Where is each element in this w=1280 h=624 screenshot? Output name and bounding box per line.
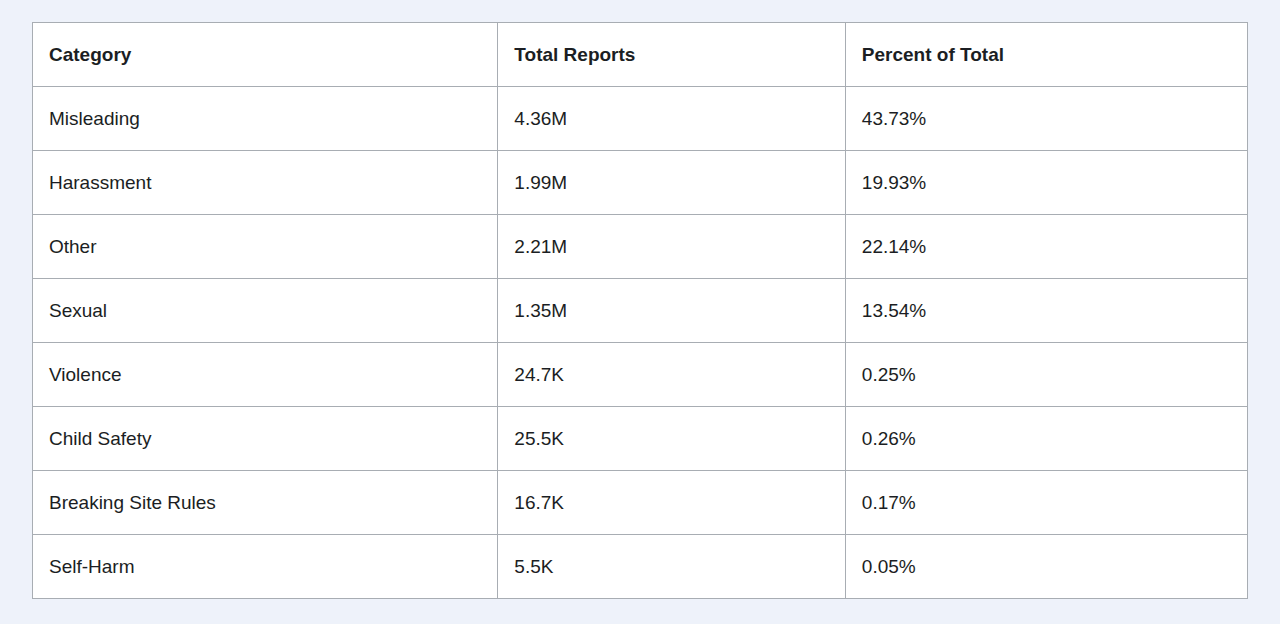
cell-percent-of-total: 0.05% [845, 535, 1247, 599]
table-row: Child Safety 25.5K 0.26% [33, 407, 1248, 471]
cell-total-reports: 16.7K [498, 471, 845, 535]
cell-percent-of-total: 22.14% [845, 215, 1247, 279]
table-row: Harassment 1.99M 19.93% [33, 151, 1248, 215]
table-row: Misleading 4.36M 43.73% [33, 87, 1248, 151]
cell-category: Harassment [33, 151, 498, 215]
column-header-percent-of-total: Percent of Total [845, 23, 1247, 87]
column-header-total-reports: Total Reports [498, 23, 845, 87]
cell-total-reports: 2.21M [498, 215, 845, 279]
cell-category: Child Safety [33, 407, 498, 471]
cell-category: Self-Harm [33, 535, 498, 599]
reports-table: Category Total Reports Percent of Total … [32, 22, 1248, 599]
table-row: Breaking Site Rules 16.7K 0.17% [33, 471, 1248, 535]
cell-total-reports: 1.35M [498, 279, 845, 343]
table-row: Other 2.21M 22.14% [33, 215, 1248, 279]
cell-percent-of-total: 13.54% [845, 279, 1247, 343]
cell-percent-of-total: 0.17% [845, 471, 1247, 535]
cell-percent-of-total: 0.26% [845, 407, 1247, 471]
table-row: Sexual 1.35M 13.54% [33, 279, 1248, 343]
cell-percent-of-total: 43.73% [845, 87, 1247, 151]
cell-total-reports: 4.36M [498, 87, 845, 151]
cell-total-reports: 24.7K [498, 343, 845, 407]
page-background: Category Total Reports Percent of Total … [0, 0, 1280, 624]
cell-category: Misleading [33, 87, 498, 151]
cell-category: Violence [33, 343, 498, 407]
cell-category: Breaking Site Rules [33, 471, 498, 535]
cell-percent-of-total: 0.25% [845, 343, 1247, 407]
cell-total-reports: 5.5K [498, 535, 845, 599]
table-header-row: Category Total Reports Percent of Total [33, 23, 1248, 87]
column-header-category: Category [33, 23, 498, 87]
cell-total-reports: 25.5K [498, 407, 845, 471]
cell-total-reports: 1.99M [498, 151, 845, 215]
cell-percent-of-total: 19.93% [845, 151, 1247, 215]
table-row: Violence 24.7K 0.25% [33, 343, 1248, 407]
cell-category: Sexual [33, 279, 498, 343]
table-row: Self-Harm 5.5K 0.05% [33, 535, 1248, 599]
cell-category: Other [33, 215, 498, 279]
